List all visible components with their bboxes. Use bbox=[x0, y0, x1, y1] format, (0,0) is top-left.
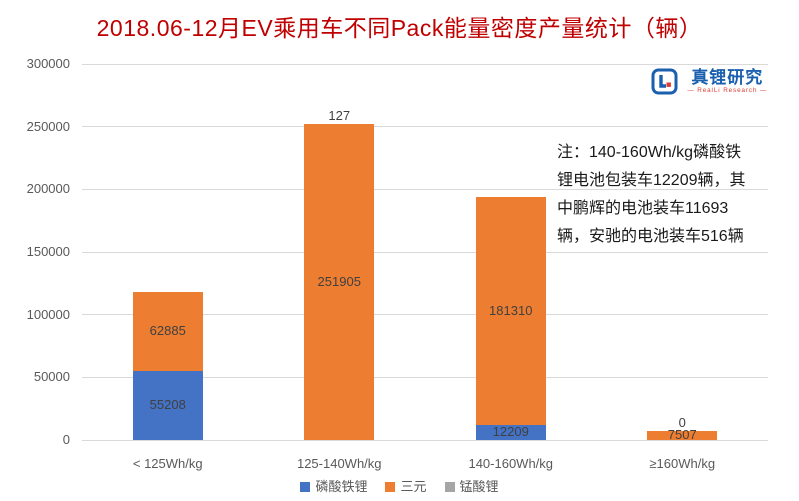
gridline bbox=[82, 126, 768, 128]
note-line: 锂电池包装车12209辆，其 bbox=[557, 172, 746, 189]
brand-subtitle: — RealLi Research — bbox=[687, 87, 768, 94]
legend-label: 锰酸锂 bbox=[459, 479, 499, 494]
brand-text: 真锂研究 — RealLi Research — bbox=[683, 68, 772, 95]
gridline bbox=[82, 439, 768, 441]
bar-segment bbox=[475, 197, 546, 425]
bar-segment bbox=[304, 124, 375, 440]
legend-item: 磷酸铁锂 bbox=[300, 480, 367, 494]
bar-segment bbox=[647, 430, 718, 440]
chart-legend: 磷酸铁锂 三元 锰酸锂 bbox=[0, 480, 799, 494]
x-axis-tick-label: 140-160Wh/kg bbox=[468, 456, 554, 471]
annotation-note: 注：140-160Wh/kg磷酸铁 锂电池包装车12209辆，其 中鹏辉的电池装车1… bbox=[557, 139, 799, 251]
note-line: 中鹏辉的电池装车11693 bbox=[557, 200, 729, 217]
note-line: 辆，安驰的电池装车516辆 bbox=[557, 228, 744, 245]
legend-swatch bbox=[300, 482, 311, 492]
bar-value-label: 0 bbox=[678, 414, 686, 430]
bar-segment bbox=[132, 291, 203, 371]
bar-value-label: 62885 bbox=[149, 323, 186, 339]
bar-value-label: 55208 bbox=[149, 397, 186, 413]
legend-swatch bbox=[385, 482, 396, 492]
gridline bbox=[82, 314, 768, 316]
x-axis-tick-label: ≥160Wh/kg bbox=[649, 456, 716, 471]
legend-label: 磷酸铁锂 bbox=[315, 479, 368, 494]
legend-swatch bbox=[444, 482, 455, 492]
bar-value-label: 127 bbox=[328, 108, 351, 124]
chart-title: 2018.06-12月EV乘用车不同Pack能量密度产量统计（辆） bbox=[96, 15, 703, 41]
x-axis-tick-label: 125-140Wh/kg bbox=[296, 456, 382, 471]
brand-logo-icon bbox=[651, 68, 678, 95]
y-axis-tick-label: 50000 bbox=[33, 369, 70, 385]
bar-value-label: 251905 bbox=[317, 274, 361, 290]
y-axis-tick-label: 0 bbox=[62, 432, 70, 447]
gridline bbox=[82, 376, 768, 378]
y-axis-tick-label: 250000 bbox=[26, 118, 70, 134]
y-axis-tick-label: 200000 bbox=[26, 181, 70, 197]
brand-logo: 真锂研究 — RealLi Research — bbox=[648, 67, 775, 96]
legend-item: 锰酸锂 bbox=[444, 479, 499, 494]
y-axis-tick-label: 300000 bbox=[26, 56, 70, 71]
bar-segment bbox=[475, 424, 546, 440]
bar-value-label: 7507 bbox=[667, 427, 697, 443]
y-axis-tick-label: 100000 bbox=[26, 306, 70, 322]
gridline bbox=[82, 188, 768, 190]
gridline bbox=[82, 251, 768, 253]
y-axis-tick-label: 150000 bbox=[26, 244, 70, 259]
gridline bbox=[82, 63, 768, 65]
legend-item: 三元 bbox=[385, 479, 427, 494]
bar-segment bbox=[132, 370, 203, 440]
x-axis-tick-label: < 125Wh/kg bbox=[132, 456, 203, 471]
bar-value-label: 181310 bbox=[489, 303, 533, 319]
note-line: 注：140-160Wh/kg磷酸铁 bbox=[557, 144, 742, 161]
bar-value-label: 12209 bbox=[492, 424, 529, 440]
brand-name: 真锂研究 bbox=[691, 68, 764, 87]
legend-label: 三元 bbox=[400, 479, 427, 494]
